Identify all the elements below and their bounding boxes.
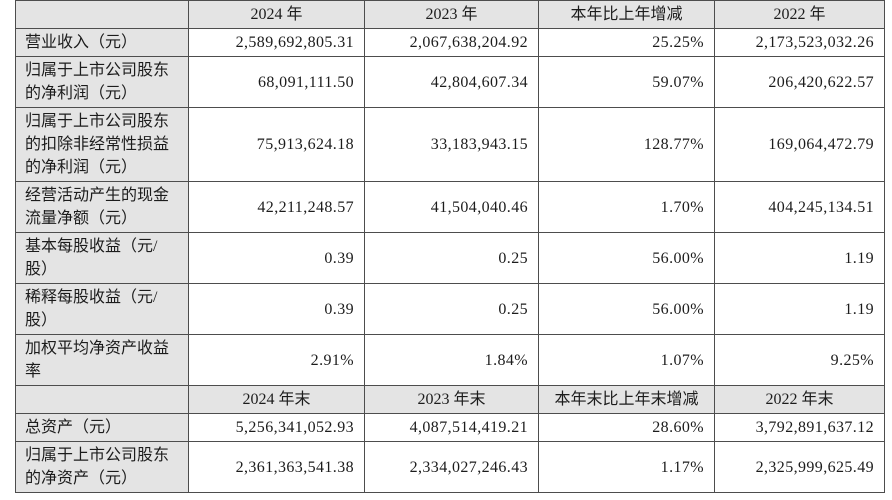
value-cell: 1.07% <box>538 334 715 386</box>
column-header-cell: 本年末比上年末增减 <box>538 385 715 414</box>
column-header-cell: 本年比上年增减 <box>538 0 715 29</box>
value-cell: 1.19 <box>714 232 885 284</box>
row-label-cell: 归属于上市公司股东 的净利润（元） <box>15 56 189 108</box>
column-header-cell: 2023 年 <box>364 0 539 29</box>
value-cell: 56.00% <box>538 232 715 284</box>
row-label-cell: 经营活动产生的现金 流量净额（元） <box>15 181 189 233</box>
table-row: 基本每股收益（元/ 股） 0.39 0.25 56.00% 1.19 <box>15 232 885 284</box>
value-cell: 75,913,624.18 <box>188 107 365 182</box>
section-header-row: 2024 年末 2023 年末 本年末比上年末增减 2022 年末 <box>15 385 885 414</box>
value-cell: 5,256,341,052.93 <box>188 413 365 442</box>
value-cell: 169,064,472.79 <box>714 107 885 182</box>
value-cell: 59.07% <box>538 56 715 108</box>
value-cell: 128.77% <box>538 107 715 182</box>
value-cell: 2,173,523,032.26 <box>714 28 885 57</box>
value-cell: 2,334,027,246.43 <box>364 441 539 493</box>
value-cell: 28.60% <box>538 413 715 442</box>
section-header-row: 2024 年 2023 年本年比上年增减 2022 年 <box>15 0 885 29</box>
value-cell: 0.25 <box>364 283 539 335</box>
value-cell: 3,792,891,637.12 <box>714 413 885 442</box>
table-row: 归属于上市公司股东 的扣除非经常性损益 的净利润（元） 75,913,624.18… <box>15 107 885 182</box>
corner-header-cell <box>15 385 189 414</box>
value-cell: 1.70% <box>538 181 715 233</box>
value-cell: 2,325,999,625.49 <box>714 441 885 493</box>
value-cell: 33,183,943.15 <box>364 107 539 182</box>
value-cell: 206,420,622.57 <box>714 56 885 108</box>
value-cell: 42,211,248.57 <box>188 181 365 233</box>
row-label-cell: 营业收入（元） <box>15 28 189 57</box>
value-cell: 9.25% <box>714 334 885 386</box>
column-header-cell: 2023 年末 <box>364 385 539 414</box>
row-label-cell: 稀释每股收益（元/ 股） <box>15 283 189 335</box>
row-label-cell: 加权平均净资产收益 率 <box>15 334 189 386</box>
value-cell: 0.25 <box>364 232 539 284</box>
value-cell: 68,091,111.50 <box>188 56 365 108</box>
value-cell: 0.39 <box>188 283 365 335</box>
column-header-cell: 2024 年 <box>188 0 365 29</box>
value-cell: 0.39 <box>188 232 365 284</box>
value-cell: 25.25% <box>538 28 715 57</box>
value-cell: 42,804,607.34 <box>364 56 539 108</box>
table-row: 稀释每股收益（元/ 股） 0.39 0.25 56.00% 1.19 <box>15 283 885 335</box>
row-label-cell: 归属于上市公司股东 的净资产（元） <box>15 441 189 493</box>
value-cell: 2,361,363,541.38 <box>188 441 365 493</box>
table-row: 营业收入（元） 2,589,692,805.31 2,067,638,204.92 2… <box>15 28 885 57</box>
value-cell: 4,087,514,419.21 <box>364 413 539 442</box>
value-cell: 56.00% <box>538 283 715 335</box>
value-cell: 1.17% <box>538 441 715 493</box>
table-row: 经营活动产生的现金 流量净额（元） 42,211,248.57 41,504,040… <box>15 181 885 233</box>
row-label-cell: 基本每股收益（元/ 股） <box>15 232 189 284</box>
column-header-cell: 2022 年末 <box>714 385 885 414</box>
row-label-cell: 总资产（元） <box>15 413 189 442</box>
table-row: 归属于上市公司股东 的净资产（元） 2,361,363,541.38 2,334,0… <box>15 441 885 493</box>
corner-header-cell <box>15 0 189 29</box>
financial-table-body: 2024 年 2023 年本年比上年增减 2022 年营业收入（元） 2,589,69… <box>15 0 885 493</box>
table-row: 加权平均净资产收益 率 2.91% 1.84% 1.07% 9.25% <box>15 334 885 386</box>
row-label-cell: 归属于上市公司股东 的扣除非经常性损益 的净利润（元） <box>15 107 189 182</box>
table-row: 总资产（元） 5,256,341,052.93 4,087,514,419.21 28… <box>15 413 885 442</box>
column-header-cell: 2024 年末 <box>188 385 365 414</box>
value-cell: 404,245,134.51 <box>714 181 885 233</box>
value-cell: 1.19 <box>714 283 885 335</box>
column-header-cell: 2022 年 <box>714 0 885 29</box>
value-cell: 2,067,638,204.92 <box>364 28 539 57</box>
value-cell: 2,589,692,805.31 <box>188 28 365 57</box>
value-cell: 1.84% <box>364 334 539 386</box>
value-cell: 2.91% <box>188 334 365 386</box>
table-row: 归属于上市公司股东 的净利润（元） 68,091,111.50 42,804,607… <box>15 56 885 108</box>
key-financials-table: 2024 年 2023 年本年比上年增减 2022 年营业收入（元） 2,589,69… <box>15 0 885 493</box>
value-cell: 41,504,040.46 <box>364 181 539 233</box>
